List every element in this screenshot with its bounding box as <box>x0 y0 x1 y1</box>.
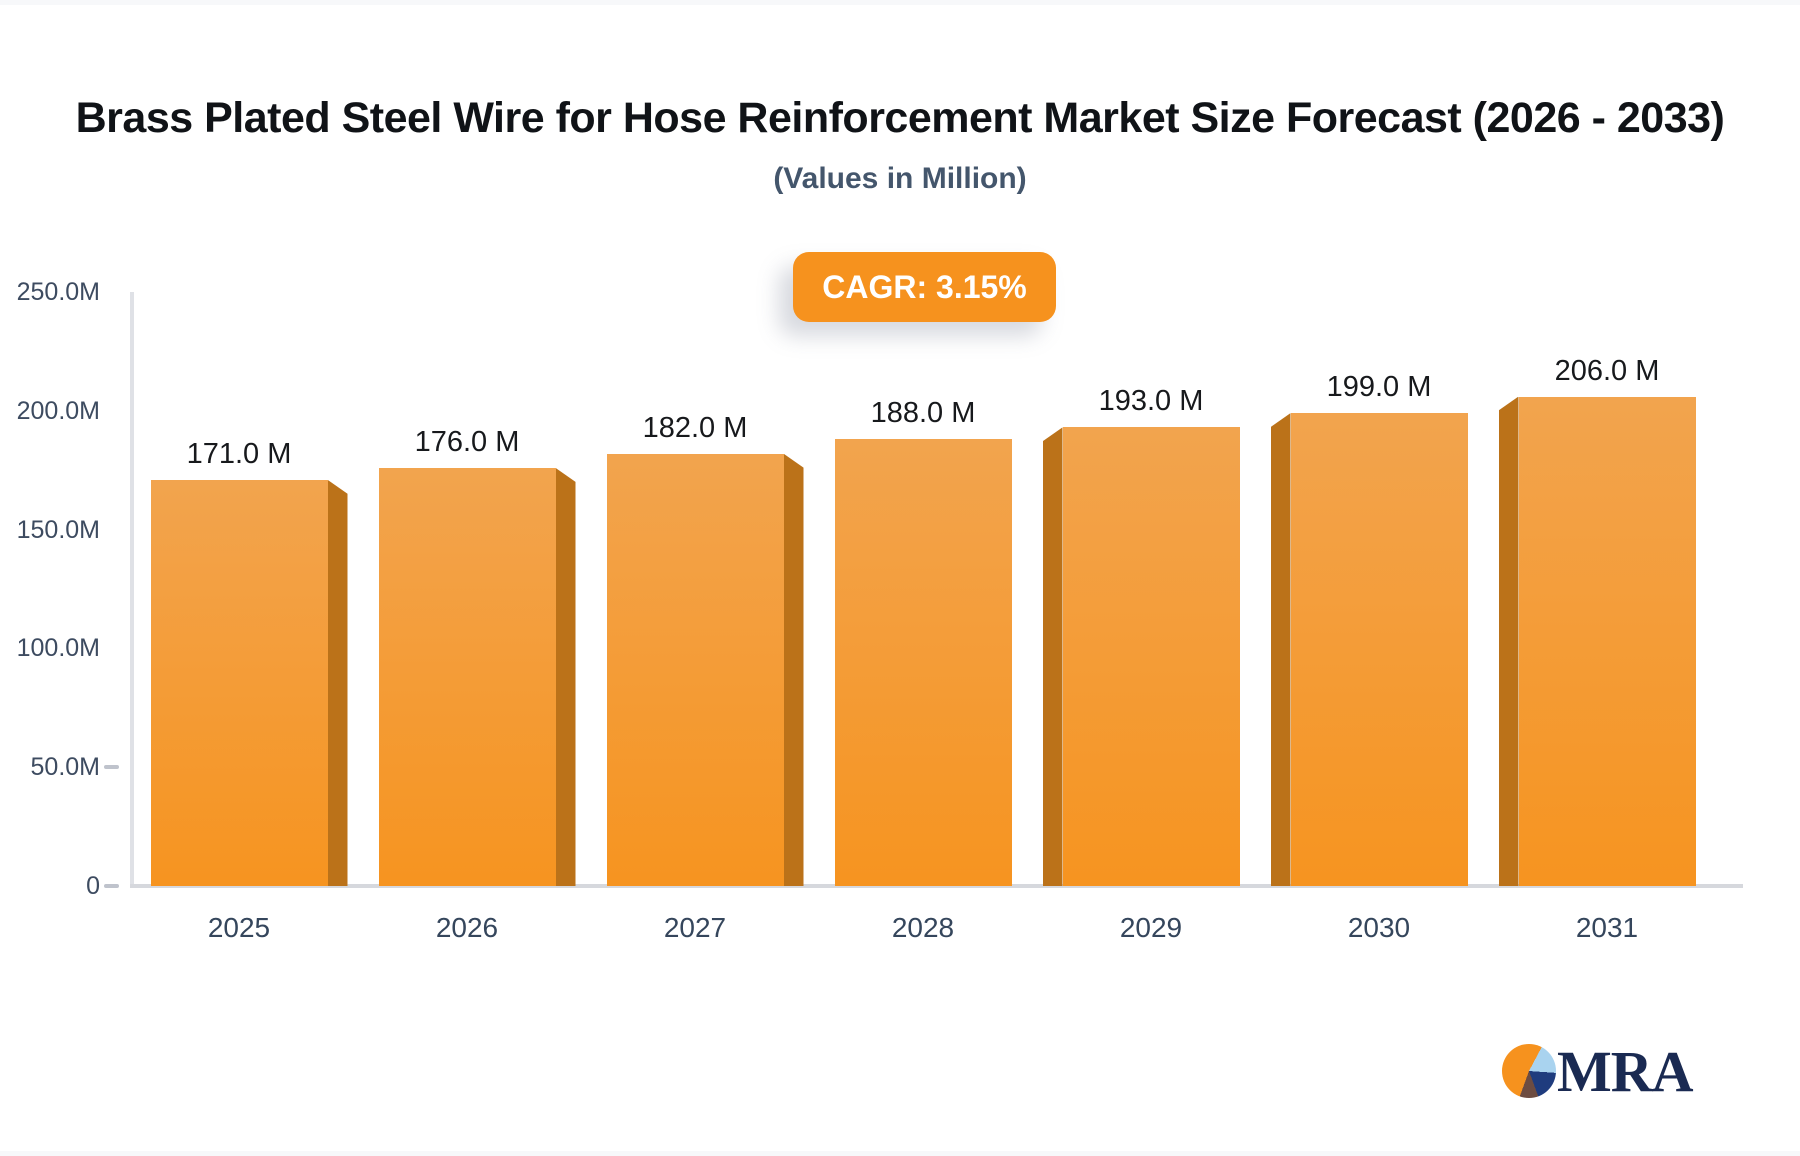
chart-title: Brass Plated Steel Wire for Hose Reinfor… <box>75 94 1725 142</box>
bar-2026 <box>378 467 556 886</box>
mra-logo: MRA <box>1502 1038 1694 1104</box>
y-axis-tick-label: 0 <box>86 872 100 900</box>
cagr-badge: CAGR: 3.15% <box>793 252 1056 322</box>
bar-2028 <box>834 439 1012 886</box>
bar-value-label: 193.0 M <box>1098 385 1204 418</box>
bar-2026-side-face <box>555 467 576 886</box>
x-axis-category-label: 2030 <box>1347 912 1411 943</box>
bar-2027 <box>606 453 784 886</box>
bar-2029 <box>1062 427 1240 886</box>
bar-2025 <box>150 479 328 886</box>
y-axis-tick-label: 200.0M <box>16 396 100 425</box>
bar-2031 <box>1518 396 1696 886</box>
x-axis-category-label: 2031 <box>1575 912 1639 943</box>
x-axis-category-label: 2027 <box>663 912 727 943</box>
bar-2031-side-face <box>1498 396 1519 886</box>
bar-2025-side-face <box>327 479 348 886</box>
x-axis-line <box>130 884 1743 888</box>
y-axis-tick-label: 100.0M <box>16 634 100 663</box>
y-axis-tick-label: 250.0M <box>16 278 100 306</box>
y-axis-tick-label: 50.0M <box>30 753 100 782</box>
page-edge-top <box>0 0 1800 5</box>
y-axis-tick-mark <box>104 765 119 770</box>
bar-2030-side-face <box>1270 413 1291 886</box>
pie-chart-logo-icon <box>1502 1044 1556 1098</box>
logo-text: MRA <box>1557 1038 1694 1104</box>
bar-2030 <box>1290 413 1468 886</box>
bar-value-label: 176.0 M <box>414 425 520 458</box>
bar-2027-side-face <box>783 453 804 886</box>
bar-value-label: 206.0 M <box>1554 354 1660 387</box>
bar-value-label: 182.0 M <box>642 411 748 444</box>
x-axis-category-label: 2028 <box>891 912 955 943</box>
page-edge-bottom <box>0 1151 1800 1156</box>
y-axis-line <box>130 292 134 886</box>
x-axis-category-label: 2029 <box>1119 912 1183 943</box>
bar-2029-side-face <box>1042 427 1063 886</box>
chart-subtitle: (Values in Million) <box>773 162 1027 195</box>
x-axis-category-label: 2026 <box>435 912 499 943</box>
bar-value-label: 199.0 M <box>1326 371 1432 404</box>
bar-value-label: 188.0 M <box>870 397 976 430</box>
x-axis-category-label: 2025 <box>207 912 271 943</box>
bar-value-label: 171.0 M <box>186 437 292 470</box>
y-axis-tick-label: 150.0M <box>16 515 100 544</box>
y-axis-tick-mark <box>104 884 119 888</box>
